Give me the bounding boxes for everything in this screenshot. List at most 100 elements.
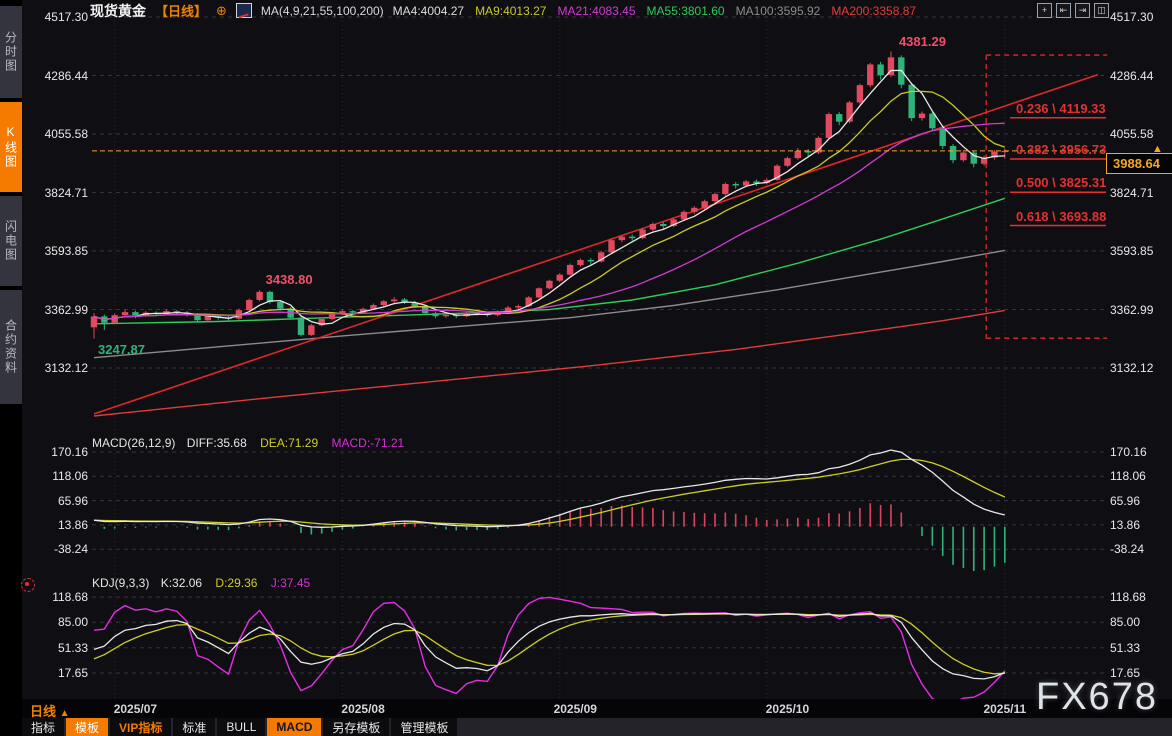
ma-legend-item: MA9:4013.27	[475, 3, 547, 18]
price-axis-label-right: 3132.12	[1110, 361, 1154, 375]
macd-dea-value: DEA:71.29	[260, 436, 319, 450]
high-annotation: 4381.29	[898, 34, 946, 50]
month-label: 2025/08	[341, 702, 385, 716]
pan-icon[interactable]: +	[1037, 3, 1052, 18]
macd-axis-label-right: 13.86	[1110, 517, 1141, 532]
chart-canvas[interactable]	[0, 0, 1172, 718]
kdj-axis-label-left: 51.33	[57, 640, 88, 655]
price-axis-label-right: 3824.71	[1110, 185, 1154, 200]
fib-level-label: 0.382 \ 3956.73	[1016, 141, 1107, 157]
macd-title: MACD(26,12,9)	[92, 436, 176, 450]
macd-diff-line	[93, 449, 1005, 528]
ma200-line	[93, 309, 1005, 417]
fibonacci-lines[interactable]	[1010, 117, 1106, 227]
kdj-axis-label-left: 118.68	[52, 590, 88, 604]
month-label: 2025/10	[765, 702, 810, 716]
price-axis-label-right: 3593.85	[1110, 244, 1154, 258]
price-axis-label-right: 3362.99	[1110, 302, 1154, 317]
price-axis-label-left: 3132.12	[44, 361, 88, 375]
toolbar-button-VIP指标[interactable]: VIP指标	[110, 718, 172, 736]
fib-level-label: 0.236 \ 4119.33	[1016, 100, 1106, 116]
kdj-axis-label-left: 85.00	[57, 615, 88, 630]
kdj-settings-icon[interactable]	[21, 578, 35, 592]
macd-diff-value: DIFF:35.68	[186, 436, 247, 450]
macd-axis-label-left: -38.24	[53, 542, 88, 557]
ma21-line	[93, 122, 1005, 321]
ma55-line	[93, 197, 1006, 325]
macd-axis-label-right: -38.24	[1110, 542, 1145, 557]
scale-left-icon[interactable]: ⇤	[1056, 3, 1071, 18]
toolbar-button-MACD[interactable]: MACD	[267, 718, 322, 736]
ma-group-label: MA(4,9,21,55,100,200)	[260, 3, 384, 18]
ma4-line	[93, 69, 1005, 325]
toolbar-button-模板[interactable]: 模板	[66, 718, 109, 736]
toolbar-button-BULL[interactable]: BULL	[217, 718, 266, 736]
ma100-line	[93, 249, 1005, 359]
price-axis-label-right: 4055.58	[1110, 127, 1154, 141]
kdj-axis-label-right: 85.00	[1110, 615, 1141, 630]
macd-panel-header: MACD(26,12,9) DIFF:35.68 DEA:71.29 MACD:…	[92, 436, 404, 450]
watermark: FX678	[1036, 676, 1158, 718]
left-sidebar: 分时图 K线图闪电图合约资料	[0, 0, 22, 736]
kdj-j-value: J:37.45	[270, 576, 311, 590]
price-axis-label-left: 3593.85	[44, 244, 88, 258]
macd-axis-label-left: 65.96	[57, 493, 88, 508]
dashed-projection-annotation[interactable]	[985, 54, 1108, 339]
toolbar-button-指标[interactable]: 指标	[22, 718, 65, 736]
sidebar-tab-2[interactable]: K线图	[0, 102, 22, 192]
period-up-triangle-icon: ▲	[59, 708, 70, 719]
period-label: 日线	[30, 704, 57, 719]
collapse-panel-icon[interactable]: ◫	[1094, 3, 1109, 18]
month-label: 2025/09	[553, 702, 597, 716]
price-axis-label-left: 4517.30	[44, 10, 88, 24]
current-price-box: 3988.64	[1106, 152, 1172, 174]
trendline[interactable]	[93, 73, 1099, 415]
macd-axis-label-right: 118.06	[1110, 469, 1146, 484]
toolbar-button-另存模板[interactable]: 另存模板	[323, 718, 390, 736]
macd-axis-label-right: 170.16	[1110, 445, 1147, 459]
chart-header: 现货黄金 【日线】 ⊕ MA(4,9,21,55,100,200) MA4:40…	[90, 2, 916, 20]
scale-right-icon[interactable]: ⇥	[1075, 3, 1090, 18]
header-window-icons: + ⇤ ⇥ ◫	[1037, 3, 1109, 18]
ma-legend-item: MA100:3595.92	[735, 3, 821, 18]
month-label: 2025/11	[983, 702, 1027, 716]
price-axis-label-right: 4517.30	[1110, 10, 1154, 24]
candlestick-series[interactable]	[90, 51, 1008, 339]
macd-axis-label-left: 13.86	[57, 517, 88, 532]
sidebar-tab-1[interactable]: 分时图	[0, 6, 22, 98]
price-axis-label-right: 4286.44	[1110, 68, 1154, 83]
macd-axis-label-right: 65.96	[1110, 493, 1141, 508]
time-axis: 日线 ▲ 2025/07 2025/08 2025/09 2025/10 2025/11	[22, 699, 1172, 720]
macd-axis-label-left: 118.06	[52, 469, 88, 484]
swing-high-annotation: 3438.80	[265, 272, 313, 288]
price-up-arrow-icon: ▲	[1152, 142, 1163, 155]
period-tag[interactable]: 【日线】	[155, 4, 208, 19]
low-annotation: 3247.87	[98, 342, 145, 358]
period-selector[interactable]: 日线 ▲	[30, 701, 70, 720]
kdj-panel-header: KDJ(9,3,3) K:32.06 D:29.36 J:37.45	[92, 576, 310, 590]
fib-level-label: 0.618 \ 3693.88	[1016, 208, 1107, 224]
fib-level-label: 0.500 \ 3825.31	[1016, 175, 1107, 191]
symbol-title: 现货黄金	[90, 2, 146, 19]
bottom-toolbar: 指标 模板 VIP指标 标准 BULL MACD 另存模板 管理模板	[22, 718, 1172, 736]
sidebar-tab-3[interactable]: 闪电图	[0, 196, 22, 286]
toolbar-button-标准[interactable]: 标准	[173, 718, 216, 736]
ma-legend-item: MA55:3801.60	[646, 3, 725, 18]
kdj-axis-label-right: 51.33	[1110, 640, 1141, 655]
sidebar-tab-4[interactable]: 合约资料	[0, 290, 22, 404]
price-axis-label-left: 4055.58	[44, 127, 88, 141]
price-axis-label-left: 4286.44	[44, 68, 88, 83]
toolbar-button-管理模板[interactable]: 管理模板	[391, 718, 458, 736]
price-axis-label-left: 3824.71	[44, 185, 88, 200]
ma-legend-item: MA200:3358.87	[831, 3, 917, 18]
ma-legend: MA4:4004.27 MA9:4013.27 MA21:4083.45 MA55:3…	[393, 4, 916, 18]
kdj-axis-label-right: 118.68	[1110, 590, 1146, 604]
mini-chart-icon[interactable]	[235, 3, 252, 18]
ma-legend-item: MA21:4083.45	[557, 3, 636, 18]
month-label: 2025/07	[113, 702, 158, 716]
kdj-k-line	[93, 612, 1006, 680]
price-axis-label-left: 3362.99	[44, 302, 88, 317]
kdj-d-value: D:29.36	[215, 576, 258, 590]
plus-circle-icon[interactable]: ⊕	[216, 2, 227, 18]
